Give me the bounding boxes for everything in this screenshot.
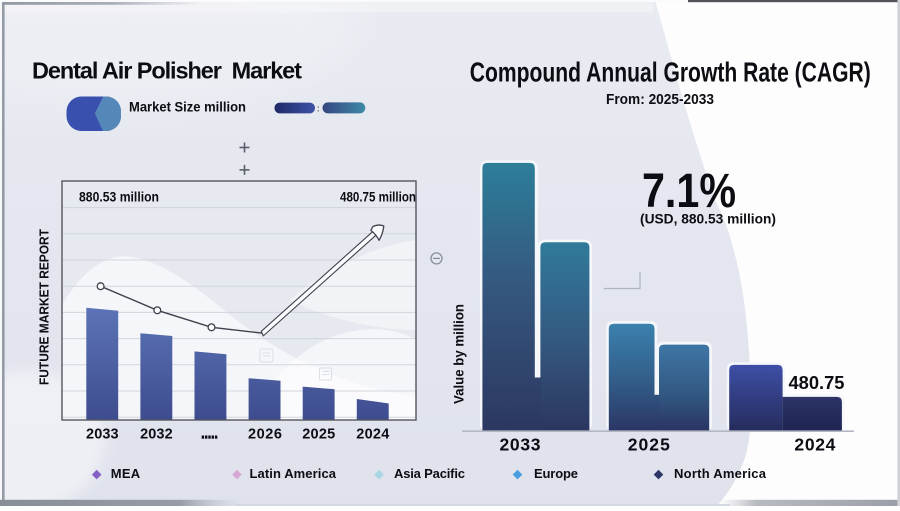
svg-text:Latin America: Latin America — [250, 466, 337, 481]
svg-text:MEA: MEA — [111, 466, 141, 481]
svg-text:7.1%: 7.1% — [642, 165, 736, 218]
svg-text:2026: 2026 — [248, 427, 282, 443]
svg-text:From: 2025-2033: From: 2025-2033 — [606, 92, 714, 108]
svg-text:Compound Annual Growth Rate (C: Compound Annual Growth Rate (CAGR) — [470, 56, 871, 87]
svg-text:2032: 2032 — [140, 427, 173, 443]
svg-text:480.75: 480.75 — [789, 373, 845, 393]
svg-text:2024: 2024 — [356, 427, 389, 443]
svg-text:Dental Air Polisher Market: Dental Air Polisher Market — [32, 58, 302, 84]
svg-text::: : — [317, 104, 320, 114]
svg-text:2025: 2025 — [302, 427, 335, 443]
svg-text:2033: 2033 — [86, 427, 119, 443]
svg-text:880.53 million: 880.53 million — [79, 190, 159, 205]
svg-text:Market Size million: Market Size million — [129, 99, 246, 115]
svg-text:North America: North America — [674, 466, 767, 481]
svg-text:2033: 2033 — [500, 435, 541, 455]
svg-text:(USD, 880.53 million): (USD, 880.53 million) — [640, 212, 776, 227]
svg-text:2025: 2025 — [628, 435, 670, 455]
svg-text:FUTURE MARKET REPORT: FUTURE MARKET REPORT — [38, 229, 52, 385]
svg-text:Europe: Europe — [534, 466, 578, 481]
svg-text:480.75 million: 480.75 million — [340, 190, 416, 205]
svg-text:Asia Pacific: Asia Pacific — [394, 466, 465, 481]
svg-text:2024: 2024 — [794, 435, 835, 455]
svg-text:Value by million: Value by million — [452, 304, 467, 404]
